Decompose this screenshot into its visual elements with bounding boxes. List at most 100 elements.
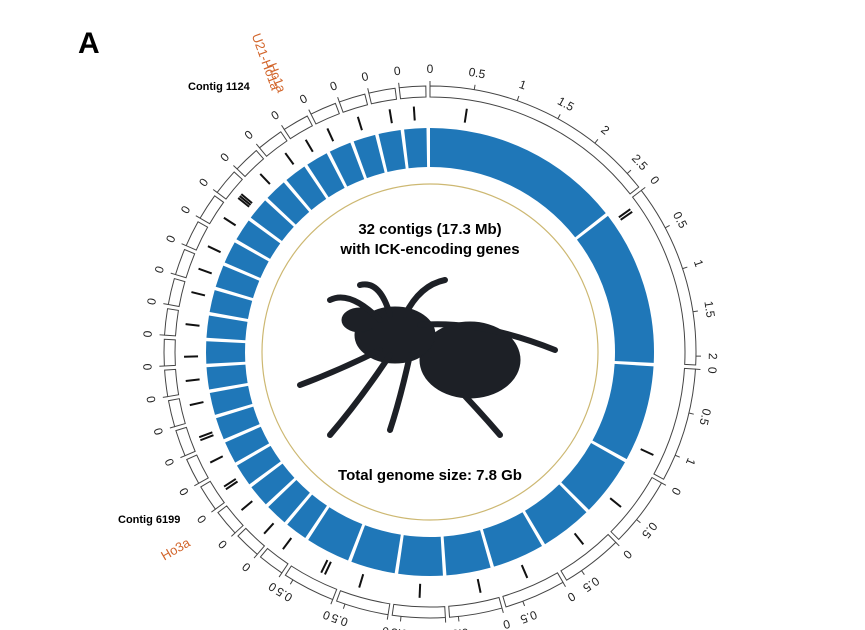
contig-arc: [167, 277, 186, 308]
tick-mark: [399, 616, 402, 622]
ick-gene: [640, 448, 654, 456]
tick-mark: [337, 97, 340, 103]
tick-mark: [181, 243, 187, 247]
ick-gene: [237, 197, 250, 208]
tick-label: 0: [194, 512, 209, 526]
contig-arc: [610, 476, 663, 541]
tick-mark: [516, 95, 520, 101]
ick-gene: [463, 108, 468, 123]
contig-arc: [216, 171, 243, 200]
tick-mark: [692, 310, 698, 313]
contig-arc: [174, 248, 196, 279]
tick-label: 0: [152, 264, 167, 275]
tick-mark: [162, 396, 168, 398]
tick-label: 0: [242, 127, 256, 142]
contig-label: Contig 1124: [188, 81, 251, 93]
density-track: [525, 484, 587, 545]
contig-arc: [338, 93, 369, 113]
ick-gene: [520, 564, 529, 579]
density-track: [215, 265, 260, 299]
tick-label: 0: [393, 64, 402, 79]
tick-mark: [581, 570, 585, 576]
tick-mark: [342, 603, 346, 609]
contig-arc: [502, 572, 564, 608]
tick-mark: [367, 88, 370, 94]
tick-label: 0: [178, 203, 194, 216]
ick-gene: [412, 106, 416, 121]
ick-gene: [200, 434, 214, 442]
tick-mark: [253, 553, 258, 559]
density-track: [209, 385, 253, 415]
tick-mark: [674, 454, 680, 458]
tick-label: 0: [427, 62, 434, 76]
contig-arc: [186, 454, 209, 484]
tick-mark: [386, 614, 389, 620]
contig-arc: [560, 533, 617, 581]
ick-gene: [573, 532, 585, 545]
density-track: [287, 494, 327, 539]
tick-label: 1: [683, 456, 699, 468]
tick-mark: [473, 84, 476, 90]
panel-label: A: [78, 27, 100, 60]
density-track: [307, 153, 345, 198]
contig-arc: [167, 398, 186, 428]
repeat-track-baseline: [261, 183, 599, 521]
ick-gene: [198, 267, 213, 275]
ick-gene: [618, 208, 631, 219]
contig-arc: [259, 547, 289, 574]
ick-gene: [240, 500, 253, 511]
tick-label: 1: [517, 77, 528, 93]
density-track: [209, 290, 253, 319]
tick-label: 0: [144, 297, 159, 306]
ick-gene: [239, 195, 252, 206]
tick-label: 0.5: [329, 611, 350, 630]
density-track: [267, 182, 310, 225]
tick-label: 0: [268, 108, 282, 124]
ick-gene: [240, 193, 253, 204]
tick-label: 0: [297, 91, 310, 107]
contig-arc: [185, 221, 209, 251]
tick-label: 0.5: [580, 574, 602, 595]
ick-gene: [223, 216, 237, 227]
contig-arc: [217, 505, 244, 534]
contig-arc: [398, 85, 427, 100]
ick-gene: [356, 116, 363, 131]
tick-mark: [308, 109, 312, 115]
tick-mark: [278, 572, 283, 578]
tick-mark: [255, 143, 260, 149]
tick-mark: [169, 426, 175, 429]
tick-label: 0: [196, 175, 211, 189]
tick-label: 0: [176, 485, 192, 498]
tick-label: 0: [215, 537, 230, 552]
spider-illustration: [297, 277, 558, 438]
ick-gene: [223, 478, 237, 488]
contig-arc: [429, 85, 640, 195]
ick-gene: [609, 497, 622, 508]
tick-mark: [688, 412, 694, 415]
tick-label: 0: [163, 233, 179, 245]
tick-mark: [615, 542, 620, 547]
ick-gene: [358, 573, 365, 588]
ick-gene: [476, 578, 482, 593]
tick-mark: [626, 169, 632, 174]
ick-gene: [189, 401, 204, 407]
tick-mark: [233, 165, 238, 170]
tick-label: 0: [141, 330, 155, 338]
ick-gene: [209, 455, 224, 464]
contig-arc: [653, 367, 696, 480]
tick-label: 0: [140, 363, 154, 371]
tick-label: 0: [565, 589, 578, 605]
contig-arc: [163, 338, 176, 367]
tick-label: 0.5: [696, 407, 714, 427]
density-track: [236, 220, 281, 259]
contig-arc: [368, 87, 398, 105]
ick-gene: [207, 245, 221, 254]
tick-mark: [562, 582, 566, 587]
tick-mark: [289, 579, 294, 585]
ick-gene: [198, 431, 213, 439]
tick-label: 2: [598, 122, 612, 137]
contig-arc: [631, 189, 697, 366]
density-track: [206, 315, 248, 341]
ick-gene: [191, 291, 206, 297]
